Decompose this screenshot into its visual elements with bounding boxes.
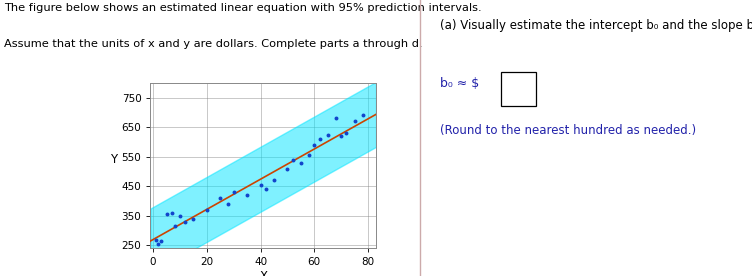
Text: The figure below shows an estimated linear equation with 95% prediction interval: The figure below shows an estimated line… — [5, 3, 482, 13]
Point — [241, 193, 253, 197]
Point — [356, 113, 368, 118]
Text: Assume that the units of x and y are dollars. Complete parts a through d.: Assume that the units of x and y are dol… — [5, 39, 423, 49]
Point — [201, 208, 213, 212]
Point — [168, 224, 180, 229]
Point — [160, 212, 172, 217]
Point — [228, 190, 240, 194]
Point — [281, 166, 293, 171]
Point — [303, 153, 315, 157]
Point — [295, 160, 307, 165]
Point — [166, 211, 178, 215]
Point — [150, 237, 162, 242]
Text: b₀ ≈ $: b₀ ≈ $ — [440, 77, 479, 90]
Point — [260, 187, 272, 192]
Point — [322, 132, 334, 137]
Point — [174, 214, 186, 218]
X-axis label: X: X — [259, 270, 267, 276]
Point — [153, 242, 165, 246]
Point — [287, 158, 299, 162]
Point — [314, 137, 326, 141]
Point — [254, 183, 266, 187]
Text: (Round to the nearest hundred as needed.): (Round to the nearest hundred as needed.… — [440, 124, 696, 137]
Point — [187, 217, 199, 221]
Y-axis label: Y: Y — [110, 153, 117, 166]
Text: (a) Visually estimate the intercept b₀ and the slope b₁.: (a) Visually estimate the intercept b₀ a… — [440, 19, 752, 32]
Point — [348, 119, 360, 123]
Point — [308, 143, 320, 147]
Point — [341, 131, 353, 135]
Point — [223, 202, 235, 206]
Point — [155, 239, 167, 243]
FancyBboxPatch shape — [501, 72, 536, 106]
Point — [179, 220, 191, 224]
Point — [214, 196, 226, 200]
Point — [268, 178, 280, 183]
Point — [329, 116, 341, 121]
Point — [335, 134, 347, 138]
